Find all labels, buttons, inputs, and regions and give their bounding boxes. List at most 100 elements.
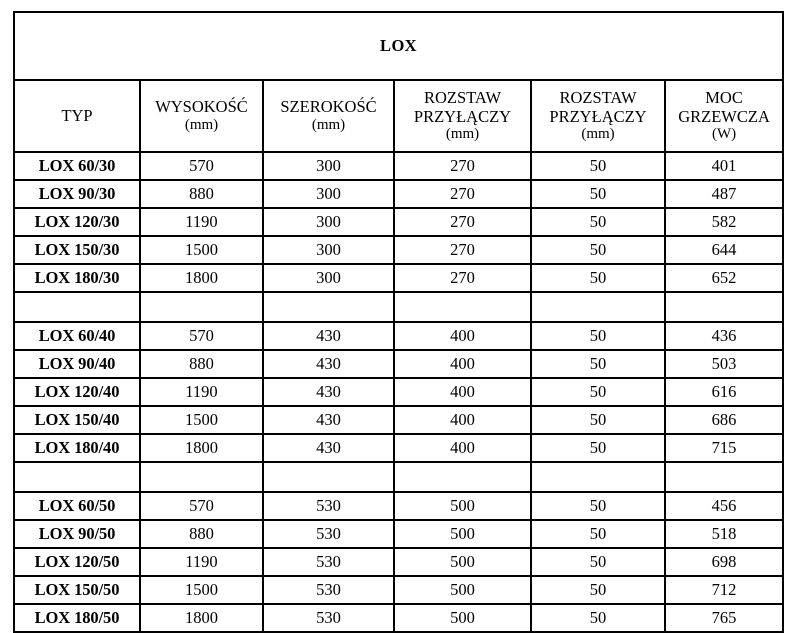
cell-szerokosc: 300 — [262, 207, 395, 237]
cell-moc: 715 — [663, 433, 785, 463]
table-header-row: TYP WYSOKOŚĆ (mm) SZEROKOŚĆ (mm) ROZSTAW… — [13, 79, 785, 153]
column-header-moc-unit: (W) — [711, 126, 737, 143]
cell-moc: 616 — [663, 377, 785, 407]
cell-rozstaw-1: 270 — [393, 263, 532, 293]
cell-moc: 644 — [663, 235, 785, 265]
cell-wysokosc: 1800 — [139, 603, 264, 633]
table-row: LOX 90/40 880 430 400 50 503 — [13, 349, 785, 379]
table-title-row: LOX — [12, 11, 785, 81]
cell-wysokosc: 570 — [139, 491, 264, 521]
column-header-wysokosc: WYSOKOŚĆ (mm) — [139, 79, 264, 153]
cell-szerokosc: 300 — [262, 235, 395, 265]
separator-cell — [393, 291, 532, 323]
column-header-rozstaw-1-sublabel: PRZYŁĄCZY — [413, 106, 512, 126]
separator-cell — [663, 291, 785, 323]
cell-type: LOX 90/50 — [13, 519, 141, 549]
table-row: LOX 150/30 1500 300 270 50 644 — [13, 235, 785, 265]
cell-szerokosc: 430 — [262, 405, 395, 435]
cell-wysokosc: 1500 — [139, 405, 264, 435]
cell-moc: 401 — [663, 151, 785, 181]
cell-moc: 582 — [663, 207, 785, 237]
cell-type: LOX 120/30 — [13, 207, 141, 237]
cell-rozstaw-1: 270 — [393, 151, 532, 181]
separator-cell — [139, 291, 264, 323]
group-separator-row — [13, 461, 785, 493]
table-title: LOX — [12, 11, 785, 81]
table-row: LOX 60/50 570 530 500 50 456 — [13, 491, 785, 521]
cell-type: LOX 60/50 — [13, 491, 141, 521]
cell-moc: 652 — [663, 263, 785, 293]
separator-cell — [530, 291, 666, 323]
cell-szerokosc: 430 — [262, 321, 395, 351]
cell-wysokosc: 880 — [139, 179, 264, 209]
column-header-rozstaw-1-label: ROZSTAW — [423, 88, 502, 108]
cell-rozstaw-1: 400 — [393, 349, 532, 379]
cell-rozstaw-2: 50 — [530, 405, 666, 435]
cell-szerokosc: 530 — [262, 491, 395, 521]
cell-rozstaw-2: 50 — [530, 263, 666, 293]
cell-moc: 456 — [663, 491, 785, 521]
cell-type: LOX 150/40 — [13, 405, 141, 435]
cell-wysokosc: 1190 — [139, 547, 264, 577]
cell-rozstaw-1: 270 — [393, 235, 532, 265]
column-header-rozstaw-2-unit: (mm) — [581, 126, 615, 143]
table-row: LOX 90/30 880 300 270 50 487 — [13, 179, 785, 209]
separator-cell — [663, 461, 785, 493]
column-header-moc-sublabel: GRZEWCZA — [678, 106, 770, 126]
column-header-szerokosc: SZEROKOŚĆ (mm) — [262, 79, 395, 153]
cell-type: LOX 150/30 — [13, 235, 141, 265]
table-row: LOX 120/40 1190 430 400 50 616 — [13, 377, 785, 407]
separator-cell — [13, 291, 141, 323]
separator-cell — [262, 291, 395, 323]
cell-szerokosc: 430 — [262, 349, 395, 379]
cell-rozstaw-2: 50 — [530, 349, 666, 379]
column-header-rozstaw-przylaczy-1: ROZSTAW PRZYŁĄCZY (mm) — [393, 79, 532, 153]
cell-type: LOX 90/40 — [13, 349, 141, 379]
group-separator-row — [13, 291, 785, 323]
cell-rozstaw-2: 50 — [530, 321, 666, 351]
separator-cell — [262, 461, 395, 493]
cell-type: LOX 150/50 — [13, 575, 141, 605]
cell-wysokosc: 1190 — [139, 207, 264, 237]
table-row: LOX 90/50 880 530 500 50 518 — [13, 519, 785, 549]
column-header-wysokosc-unit: (mm) — [184, 116, 219, 133]
table-row: LOX 180/50 1800 530 500 50 765 — [13, 603, 785, 633]
cell-szerokosc: 530 — [262, 575, 395, 605]
cell-wysokosc: 1190 — [139, 377, 264, 407]
cell-wysokosc: 880 — [139, 349, 264, 379]
cell-szerokosc: 300 — [262, 179, 395, 209]
column-header-rozstaw-2-label: ROZSTAW — [559, 88, 637, 108]
cell-type: LOX 60/40 — [13, 321, 141, 351]
column-header-wysokosc-label: WYSOKOŚĆ — [155, 97, 248, 117]
column-header-typ-label: TYP — [61, 105, 93, 125]
cell-moc: 436 — [663, 321, 785, 351]
separator-cell — [139, 461, 264, 493]
cell-rozstaw-2: 50 — [530, 179, 666, 209]
cell-wysokosc: 880 — [139, 519, 264, 549]
cell-wysokosc: 1500 — [139, 575, 264, 605]
column-header-szerokosc-label: SZEROKOŚĆ — [280, 97, 377, 117]
cell-rozstaw-2: 50 — [530, 519, 666, 549]
table-row: LOX 120/30 1190 300 270 50 582 — [13, 207, 785, 237]
cell-type: LOX 60/30 — [13, 151, 141, 181]
column-header-rozstaw-2-sublabel: PRZYŁĄCZY — [549, 106, 647, 126]
cell-rozstaw-1: 270 — [393, 179, 532, 209]
cell-szerokosc: 530 — [262, 547, 395, 577]
cell-rozstaw-2: 50 — [530, 235, 666, 265]
cell-type: LOX 180/50 — [13, 603, 141, 633]
column-header-rozstaw-przylaczy-2: ROZSTAW PRZYŁĄCZY (mm) — [530, 79, 666, 153]
cell-rozstaw-2: 50 — [530, 207, 666, 237]
cell-moc: 487 — [663, 179, 785, 209]
cell-moc: 518 — [663, 519, 785, 549]
table-row: LOX 180/40 1800 430 400 50 715 — [13, 433, 785, 463]
cell-wysokosc: 570 — [139, 321, 264, 351]
spec-table-container: LOX TYP WYSOKOŚĆ (mm) SZEROKOŚĆ (mm) — [12, 11, 785, 633]
cell-rozstaw-1: 500 — [393, 519, 532, 549]
cell-rozstaw-1: 400 — [393, 377, 532, 407]
cell-rozstaw-1: 400 — [393, 433, 532, 463]
cell-wysokosc: 1800 — [139, 433, 264, 463]
cell-type: LOX 120/40 — [13, 377, 141, 407]
cell-szerokosc: 530 — [262, 519, 395, 549]
cell-moc: 765 — [663, 603, 785, 633]
